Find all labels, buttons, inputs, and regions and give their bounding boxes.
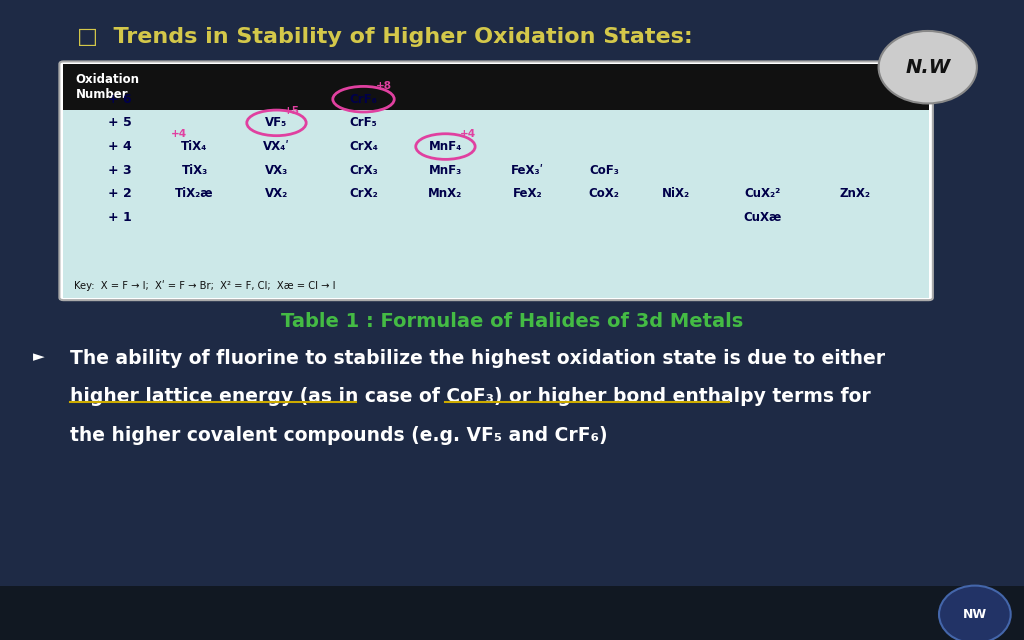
- Text: Oxidation
Number: Oxidation Number: [76, 73, 139, 101]
- Text: Table 1 : Formulae of Halides of 3d Metals: Table 1 : Formulae of Halides of 3d Meta…: [281, 312, 743, 332]
- Text: TiX₂æ: TiX₂æ: [175, 188, 214, 200]
- Text: CoF₃: CoF₃: [589, 164, 620, 177]
- Text: □  Trends in Stability of Higher Oxidation States:: □ Trends in Stability of Higher Oxidatio…: [77, 27, 692, 47]
- Text: VX₂: VX₂: [265, 188, 288, 200]
- FancyBboxPatch shape: [59, 61, 933, 300]
- Text: CrF₅: CrF₅: [349, 116, 378, 129]
- Text: MnF₃: MnF₃: [429, 164, 462, 177]
- Text: MnX₂: MnX₂: [428, 188, 463, 200]
- Text: VX₄ʹ: VX₄ʹ: [263, 140, 290, 153]
- Text: ZnX₂: ZnX₂: [840, 188, 870, 200]
- Text: MnF₄: MnF₄: [429, 140, 462, 153]
- Text: Key:  X = F → I;  Xʹ = F → Br;  X² = F, Cl;  Xæ = Cl → I: Key: X = F → I; Xʹ = F → Br; X² = F, Cl;…: [74, 280, 335, 291]
- Text: CoX₂: CoX₂: [589, 188, 620, 200]
- Text: higher lattice energy (as in case of CoF₃) or higher bond enthalpy terms for: higher lattice energy (as in case of CoF…: [70, 387, 870, 406]
- Text: TiX₃: TiX₃: [181, 164, 208, 177]
- Ellipse shape: [939, 586, 1011, 640]
- FancyBboxPatch shape: [0, 586, 1024, 640]
- Text: VF₅: VF₅: [265, 116, 288, 129]
- Text: CrX₂: CrX₂: [349, 188, 378, 200]
- Text: CrX₃: CrX₃: [349, 164, 378, 177]
- Text: ►: ►: [33, 349, 45, 364]
- Text: + 5: + 5: [108, 116, 131, 129]
- Text: CrX₄: CrX₄: [349, 140, 378, 153]
- Text: +4: +4: [460, 129, 476, 140]
- Text: the higher covalent compounds (e.g. VF₅ and CrF₆): the higher covalent compounds (e.g. VF₅ …: [70, 426, 607, 445]
- FancyBboxPatch shape: [63, 64, 929, 110]
- Text: CuX₂²: CuX₂²: [744, 188, 781, 200]
- Text: + 1: + 1: [108, 211, 131, 224]
- FancyBboxPatch shape: [63, 110, 929, 298]
- Text: TiX₄: TiX₄: [181, 140, 208, 153]
- Text: NiX₂: NiX₂: [662, 188, 690, 200]
- Text: The ability of fluorine to stabilize the highest oxidation state is due to eithe: The ability of fluorine to stabilize the…: [70, 349, 885, 368]
- Ellipse shape: [879, 31, 977, 104]
- Text: +5: +5: [284, 106, 300, 116]
- Text: FeX₃ʹ: FeX₃ʹ: [511, 164, 544, 177]
- Text: + 3: + 3: [108, 164, 131, 177]
- Text: N.W: N.W: [905, 58, 950, 77]
- Text: +8: +8: [376, 81, 392, 92]
- Text: +4: +4: [171, 129, 187, 140]
- Text: CuXæ: CuXæ: [743, 211, 782, 224]
- Text: VX₃: VX₃: [265, 164, 288, 177]
- Text: CrF₆: CrF₆: [349, 93, 378, 106]
- Text: + 6: + 6: [108, 93, 131, 106]
- Text: + 2: + 2: [108, 188, 131, 200]
- Text: FeX₂: FeX₂: [513, 188, 542, 200]
- Text: + 4: + 4: [108, 140, 131, 153]
- Text: NW: NW: [963, 608, 987, 621]
